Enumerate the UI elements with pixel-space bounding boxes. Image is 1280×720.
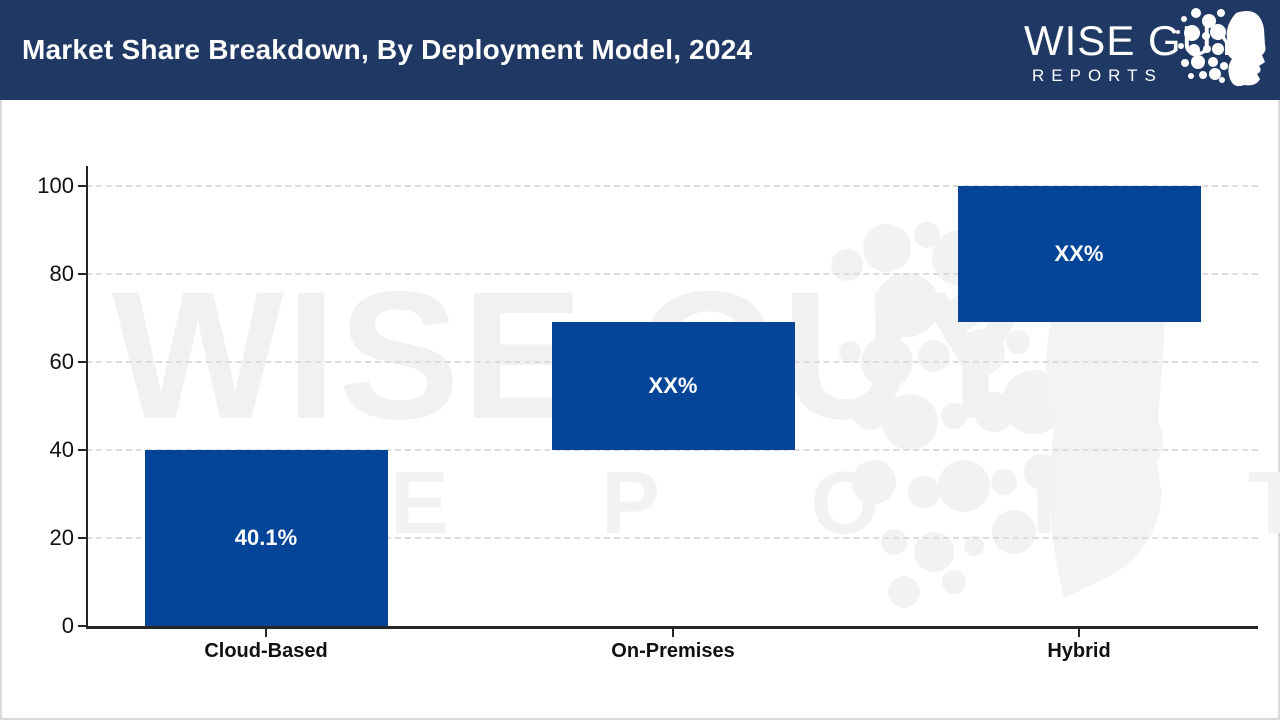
gridline — [86, 449, 1258, 451]
x-tick-mark — [672, 629, 674, 637]
logo-face-silhouette — [1226, 11, 1266, 87]
bar-value-label: 40.1% — [234, 524, 298, 550]
y-tick-mark — [78, 537, 86, 539]
x-category-label: On-Premises — [611, 640, 735, 662]
y-tick-label: 80 — [49, 261, 74, 286]
wise-guy-reports-logo: WISE GUY REPORTS — [1024, 8, 1266, 87]
y-tick-mark — [78, 273, 86, 275]
y-tick-mark — [78, 361, 86, 363]
y-tick-mark — [78, 625, 86, 627]
x-tick-mark — [1078, 629, 1080, 637]
x-axis-line — [86, 626, 1258, 629]
y-tick-label: 100 — [37, 173, 74, 198]
gridline — [86, 185, 1258, 187]
y-tick-label: 60 — [49, 349, 74, 374]
y-tick-label: 20 — [49, 525, 74, 550]
y-tick-label: 40 — [49, 437, 74, 462]
bar-hybrid: XX% — [957, 186, 1201, 322]
x-tick-mark — [265, 629, 267, 637]
gridline — [86, 273, 1258, 275]
y-tick-label: 0 — [61, 613, 74, 638]
watermark-dot-face — [831, 222, 1165, 608]
logo-dot-cluster — [1176, 8, 1228, 83]
gridline — [86, 537, 1258, 539]
x-category-label: Cloud-Based — [204, 640, 328, 662]
logo-subtext: REPORTS — [1032, 66, 1163, 85]
y-tick-mark — [78, 185, 86, 187]
page-title: Market Share Breakdown, By Deployment Mo… — [22, 34, 753, 65]
x-category-label: Hybrid — [1047, 640, 1111, 662]
y-axis-line — [86, 166, 88, 629]
bar-cloud-based: 40.1% — [144, 449, 388, 626]
bar-value-label: XX% — [648, 372, 698, 398]
chart-canvas: WISE GUY R E P O R T S 020 — [2, 100, 1280, 718]
bar-on-premises: XX% — [551, 321, 795, 450]
bar-value-label: XX% — [1054, 240, 1104, 266]
header-banner: Market Share Breakdown, By Deployment Mo… — [0, 0, 1280, 100]
y-tick-mark — [78, 449, 86, 451]
